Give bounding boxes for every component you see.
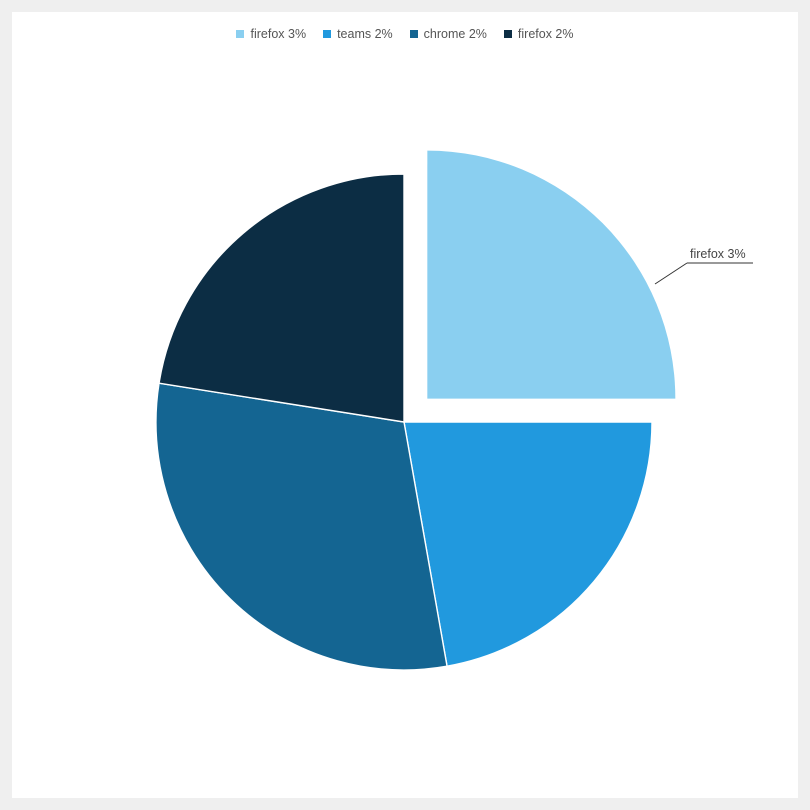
legend-swatch-icon xyxy=(503,30,512,39)
legend-item-label: chrome 2% xyxy=(423,27,487,41)
legend-swatch-icon xyxy=(236,30,245,39)
legend-item-label: firefox 2% xyxy=(517,27,574,41)
legend-item[interactable]: firefox 2% xyxy=(503,27,574,41)
callout-leader-line xyxy=(654,262,688,285)
pie-callout-group: firefox 3% xyxy=(654,247,753,285)
pie-slice[interactable] xyxy=(155,382,448,671)
pie-slice[interactable] xyxy=(158,173,405,423)
pie-slice-group xyxy=(155,150,676,671)
legend-item-label: firefox 3% xyxy=(250,27,307,41)
pie-slice[interactable] xyxy=(403,421,653,668)
legend-swatch-icon xyxy=(323,30,332,39)
callout-label-firefox: firefox 3% xyxy=(690,247,746,261)
pie-slice[interactable] xyxy=(427,150,676,399)
legend-swatch-icon xyxy=(409,30,418,39)
legend-item[interactable]: teams 2% xyxy=(323,28,393,41)
chart-legend: firefox 3% teams 2% chrome 2% firefox 2% xyxy=(0,28,810,41)
legend-item[interactable]: firefox 3% xyxy=(236,28,306,41)
legend-item-label: teams 2% xyxy=(337,27,393,41)
legend-item[interactable]: chrome 2% xyxy=(409,27,487,41)
